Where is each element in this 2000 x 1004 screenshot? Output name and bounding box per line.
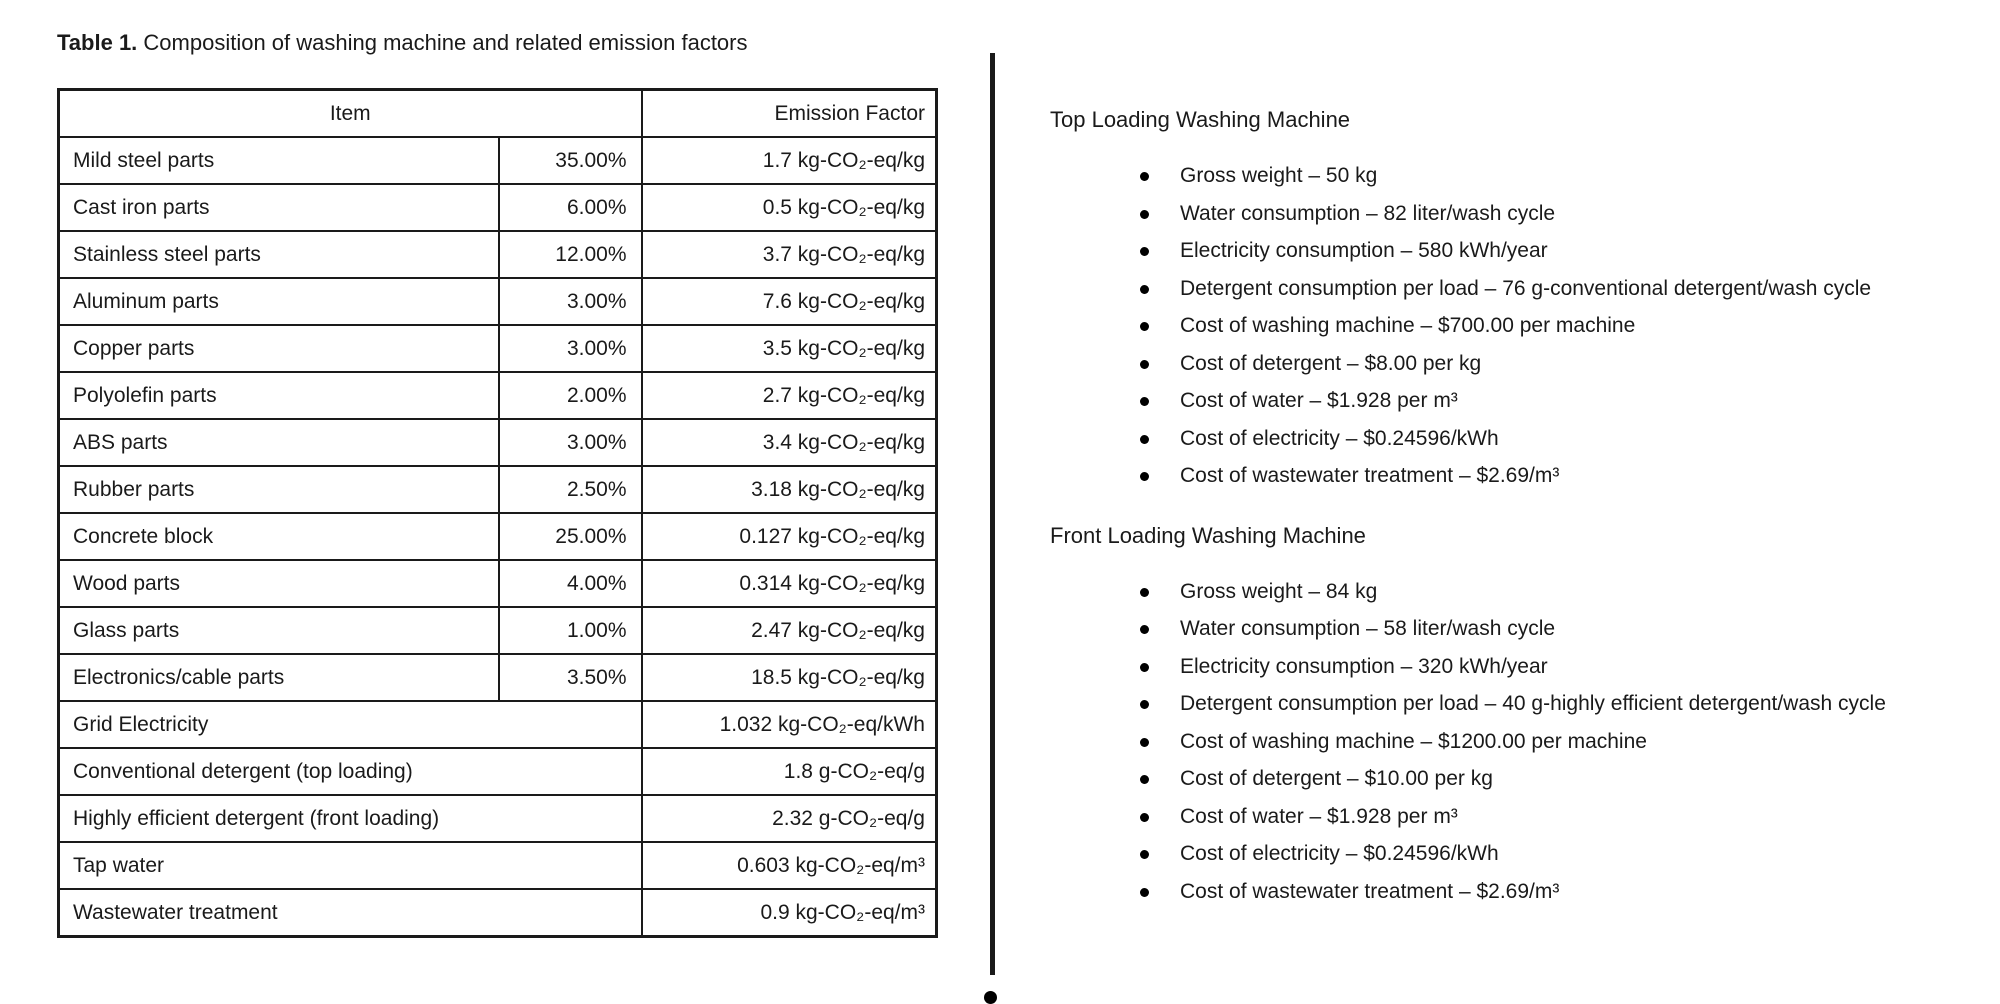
table-row: Wastewater treatment 0.9 kg-CO₂-eq/m³ xyxy=(57,888,938,938)
table-row: Copper parts 3.00% 3.5 kg-CO₂-eq/kg xyxy=(57,324,938,373)
item-cell: Glass parts xyxy=(57,606,500,655)
item-cell: Aluminum parts xyxy=(57,277,500,326)
list-item: Cost of washing machine – $1200.00 per m… xyxy=(1050,723,1980,761)
item-cell: Conventional detergent (top loading) xyxy=(57,747,643,796)
percent-cell: 4.00% xyxy=(497,559,643,608)
item-cell: Copper parts xyxy=(57,324,500,373)
percent-cell: 2.00% xyxy=(497,371,643,420)
item-cell: ABS parts xyxy=(57,418,500,467)
item-cell: Concrete block xyxy=(57,512,500,561)
emission-cell: 0.603 kg-CO₂-eq/m³ xyxy=(640,841,938,890)
list-item: Cost of electricity – $0.24596/kWh xyxy=(1050,835,1980,873)
percent-cell: 35.00% xyxy=(497,136,643,185)
front-loading-section: Front Loading Washing Machine Gross weig… xyxy=(1050,522,1980,911)
table-row: Glass parts 1.00% 2.47 kg-CO₂-eq/kg xyxy=(57,606,938,655)
list-item: Gross weight – 84 kg xyxy=(1050,573,1980,611)
table-caption-text: Composition of washing machine and relat… xyxy=(137,30,748,55)
item-cell: Highly efficient detergent (front loadin… xyxy=(57,794,643,843)
emission-factors-table: Item Emission Factor Mild steel parts 35… xyxy=(57,88,938,938)
list-item: Cost of wastewater treatment – $2.69/m³ xyxy=(1050,873,1980,911)
table-row: Rubber parts 2.50% 3.18 kg-CO₂-eq/kg xyxy=(57,465,938,514)
emission-cell: 1.7 kg-CO₂-eq/kg xyxy=(640,136,938,185)
emission-cell: 3.7 kg-CO₂-eq/kg xyxy=(640,230,938,279)
table-caption: Table 1. Composition of washing machine … xyxy=(57,30,748,56)
emission-cell: 1.8 g-CO₂-eq/g xyxy=(640,747,938,796)
table-row: Highly efficient detergent (front loadin… xyxy=(57,794,938,843)
table-row: Wood parts 4.00% 0.314 kg-CO₂-eq/kg xyxy=(57,559,938,608)
item-cell: Polyolefin parts xyxy=(57,371,500,420)
list-item: Gross weight – 50 kg xyxy=(1050,157,1980,195)
front-loading-bullet-list: Gross weight – 84 kg Water consumption –… xyxy=(1050,573,1980,911)
table-row: Tap water 0.603 kg-CO₂-eq/m³ xyxy=(57,841,938,890)
percent-cell: 12.00% xyxy=(497,230,643,279)
table-row: Mild steel parts 35.00% 1.7 kg-CO₂-eq/kg xyxy=(57,136,938,185)
table-row: Stainless steel parts 12.00% 3.7 kg-CO₂-… xyxy=(57,230,938,279)
item-cell: Rubber parts xyxy=(57,465,500,514)
item-cell: Grid Electricity xyxy=(57,700,643,749)
emission-cell: 2.32 g-CO₂-eq/g xyxy=(640,794,938,843)
item-cell: Cast iron parts xyxy=(57,183,500,232)
list-item: Cost of detergent – $8.00 per kg xyxy=(1050,345,1980,383)
top-loading-section: Top Loading Washing Machine Gross weight… xyxy=(1050,106,1980,495)
list-item: Electricity consumption – 580 kWh/year xyxy=(1050,232,1980,270)
column-header-emission-factor: Emission Factor xyxy=(640,88,938,138)
top-loading-bullet-list: Gross weight – 50 kg Water consumption –… xyxy=(1050,157,1980,495)
item-cell: Stainless steel parts xyxy=(57,230,500,279)
list-item: Cost of water – $1.928 per m³ xyxy=(1050,382,1980,420)
table-row: Concrete block 25.00% 0.127 kg-CO₂-eq/kg xyxy=(57,512,938,561)
emission-cell: 0.127 kg-CO₂-eq/kg xyxy=(640,512,938,561)
table-caption-label: Table 1. xyxy=(57,30,138,55)
table-row: Electronics/cable parts 3.50% 18.5 kg-CO… xyxy=(57,653,938,702)
vertical-divider xyxy=(990,53,995,975)
emission-cell: 2.47 kg-CO₂-eq/kg xyxy=(640,606,938,655)
emission-cell: 7.6 kg-CO₂-eq/kg xyxy=(640,277,938,326)
table-row: ABS parts 3.00% 3.4 kg-CO₂-eq/kg xyxy=(57,418,938,467)
clipped-bullet-dot xyxy=(984,991,997,1004)
list-item: Cost of electricity – $0.24596/kWh xyxy=(1050,420,1980,458)
list-item: Detergent consumption per load – 40 g-hi… xyxy=(1050,685,1980,723)
list-item: Cost of detergent – $10.00 per kg xyxy=(1050,760,1980,798)
list-item: Cost of water – $1.928 per m³ xyxy=(1050,798,1980,836)
item-cell: Mild steel parts xyxy=(57,136,500,185)
item-cell: Wastewater treatment xyxy=(57,888,643,938)
percent-cell: 1.00% xyxy=(497,606,643,655)
list-item: Detergent consumption per load – 76 g-co… xyxy=(1050,270,1980,308)
table-row: Aluminum parts 3.00% 7.6 kg-CO₂-eq/kg xyxy=(57,277,938,326)
percent-cell: 3.00% xyxy=(497,324,643,373)
item-cell: Electronics/cable parts xyxy=(57,653,500,702)
list-item: Water consumption – 58 liter/wash cycle xyxy=(1050,610,1980,648)
percent-cell: 3.50% xyxy=(497,653,643,702)
percent-cell: 3.00% xyxy=(497,418,643,467)
list-item: Water consumption – 82 liter/wash cycle xyxy=(1050,195,1980,233)
column-header-item: Item xyxy=(57,88,643,138)
section-heading-front-loading: Front Loading Washing Machine xyxy=(1050,522,1366,548)
item-cell: Wood parts xyxy=(57,559,500,608)
list-item: Cost of washing machine – $700.00 per ma… xyxy=(1050,307,1980,345)
emission-cell: 0.5 kg-CO₂-eq/kg xyxy=(640,183,938,232)
percent-cell: 3.00% xyxy=(497,277,643,326)
emission-cell: 18.5 kg-CO₂-eq/kg xyxy=(640,653,938,702)
percent-cell: 6.00% xyxy=(497,183,643,232)
emission-cell: 3.5 kg-CO₂-eq/kg xyxy=(640,324,938,373)
list-item: Cost of wastewater treatment – $2.69/m³ xyxy=(1050,457,1980,495)
emission-cell: 3.4 kg-CO₂-eq/kg xyxy=(640,418,938,467)
emission-cell: 2.7 kg-CO₂-eq/kg xyxy=(640,371,938,420)
emission-cell: 3.18 kg-CO₂-eq/kg xyxy=(640,465,938,514)
item-cell: Tap water xyxy=(57,841,643,890)
table-row: Grid Electricity 1.032 kg-CO₂-eq/kWh xyxy=(57,700,938,749)
table-row: Cast iron parts 6.00% 0.5 kg-CO₂-eq/kg xyxy=(57,183,938,232)
table-row: Conventional detergent (top loading) 1.8… xyxy=(57,747,938,796)
emission-cell: 0.9 kg-CO₂-eq/m³ xyxy=(640,888,938,938)
table-header-row: Item Emission Factor xyxy=(57,88,938,138)
section-heading-top-loading: Top Loading Washing Machine xyxy=(1050,107,1351,132)
percent-cell: 25.00% xyxy=(497,512,643,561)
emission-cell: 0.314 kg-CO₂-eq/kg xyxy=(640,559,938,608)
percent-cell: 2.50% xyxy=(497,465,643,514)
table-row: Polyolefin parts 2.00% 2.7 kg-CO₂-eq/kg xyxy=(57,371,938,420)
machine-specs: Top Loading Washing Machine Gross weight… xyxy=(1050,106,1980,937)
emission-cell: 1.032 kg-CO₂-eq/kWh xyxy=(640,700,938,749)
list-item: Electricity consumption – 320 kWh/year xyxy=(1050,648,1980,686)
